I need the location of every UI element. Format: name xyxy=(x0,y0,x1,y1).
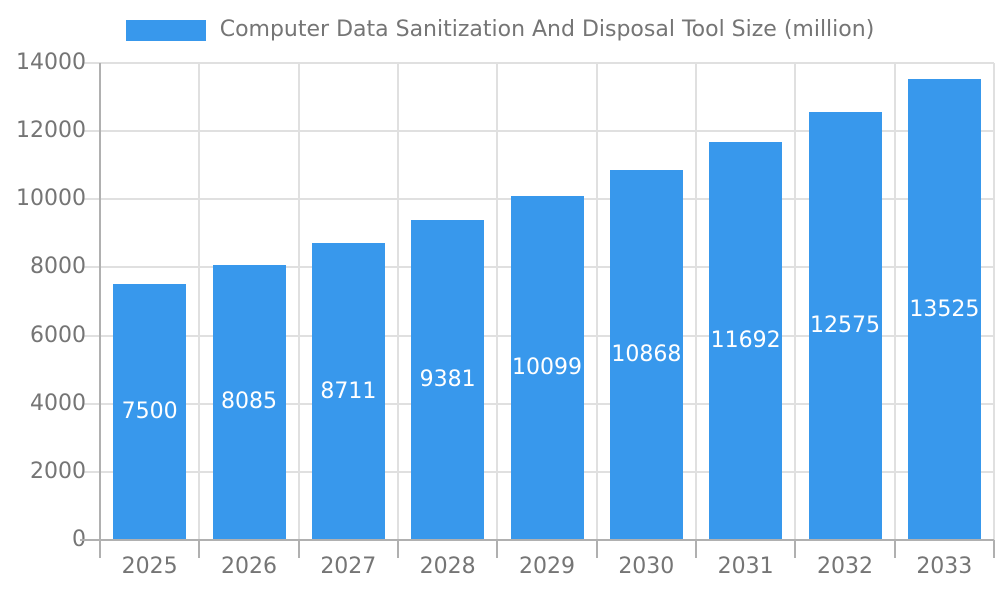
plot-area: 7500 8085 8711 9381 10099 10868 11692 12575 1352… xyxy=(100,62,995,540)
x-axis-tick xyxy=(198,540,201,558)
x-axis-tick xyxy=(993,540,995,558)
y-axis-tick xyxy=(84,198,100,201)
chart-title: Computer Data Sanitization And Disposal … xyxy=(219,17,875,42)
bar-2030: 10868 xyxy=(609,169,683,540)
x-axis-tick xyxy=(695,540,697,558)
y-axis-tick xyxy=(84,130,100,133)
y-axis-line xyxy=(99,63,101,540)
y-axis-label: 4000 xyxy=(30,390,86,416)
legend-swatch xyxy=(125,19,206,41)
gridline-vertical xyxy=(397,63,399,540)
gridline-horizontal xyxy=(100,130,994,133)
gridline-vertical xyxy=(893,63,896,540)
gridline-vertical xyxy=(993,63,995,540)
bar-value-label: 11692 xyxy=(710,327,781,353)
bar-2033: 13525 xyxy=(907,79,981,540)
bar-value-label: 8085 xyxy=(221,389,277,415)
x-axis-tick xyxy=(496,540,499,558)
x-axis-tick xyxy=(595,540,598,558)
x-axis-label: 2027 xyxy=(320,554,377,579)
x-axis-label: 2025 xyxy=(121,554,178,579)
y-axis-label: 2000 xyxy=(30,458,86,484)
legend: Computer Data Sanitization And Disposal … xyxy=(0,16,1000,44)
gridline-vertical xyxy=(695,63,697,540)
bar-value-label: 10868 xyxy=(611,341,682,367)
bar-2031: 11692 xyxy=(709,141,783,540)
y-axis-label: 12000 xyxy=(16,118,86,144)
y-axis-tick xyxy=(84,470,100,473)
x-axis-tick xyxy=(397,540,399,558)
gridline-vertical xyxy=(496,63,499,540)
bar-value-label: 13525 xyxy=(909,296,980,322)
bar-2032: 12575 xyxy=(808,111,882,540)
gridline-vertical xyxy=(198,63,201,540)
gridline-vertical xyxy=(794,63,797,540)
y-axis-tick xyxy=(84,62,100,64)
bar-2027: 8711 xyxy=(311,243,385,540)
x-axis-label: 2029 xyxy=(518,554,575,579)
x-axis-tick xyxy=(297,540,300,558)
y-axis-tick xyxy=(84,334,100,337)
x-axis-label: 2030 xyxy=(618,554,675,579)
y-axis-label: 6000 xyxy=(30,322,86,348)
bar-2026: 8085 xyxy=(212,264,286,540)
gridline-vertical xyxy=(595,63,598,540)
bar-2029: 10099 xyxy=(510,195,584,540)
y-axis-label: 14000 xyxy=(16,50,86,75)
y-axis-tick xyxy=(84,402,100,405)
x-axis-line xyxy=(80,539,994,541)
y-axis-label: 0 xyxy=(72,527,86,552)
x-axis-label: 2033 xyxy=(916,554,973,579)
gridline-vertical xyxy=(297,63,300,540)
x-axis-tick xyxy=(99,540,101,558)
bar-2028: 9381 xyxy=(411,220,485,540)
bar-value-label: 12575 xyxy=(810,312,880,338)
x-axis-label: 2028 xyxy=(419,554,476,579)
bar-value-label: 9381 xyxy=(419,367,476,393)
bar-value-label: 7500 xyxy=(121,399,178,425)
bar-value-label: 10099 xyxy=(512,354,582,380)
y-axis-label: 8000 xyxy=(30,254,86,280)
x-axis-label: 2031 xyxy=(717,554,774,579)
x-axis-tick xyxy=(893,540,896,558)
x-axis-label: 2026 xyxy=(220,554,277,579)
bar-2025: 7500 xyxy=(113,284,187,540)
x-axis-label: 2032 xyxy=(816,554,873,579)
gridline-horizontal xyxy=(100,62,994,64)
bar-value-label: 8711 xyxy=(320,378,377,404)
y-axis-tick xyxy=(84,266,100,269)
y-axis-label: 10000 xyxy=(16,186,86,212)
x-axis-tick xyxy=(794,540,797,558)
